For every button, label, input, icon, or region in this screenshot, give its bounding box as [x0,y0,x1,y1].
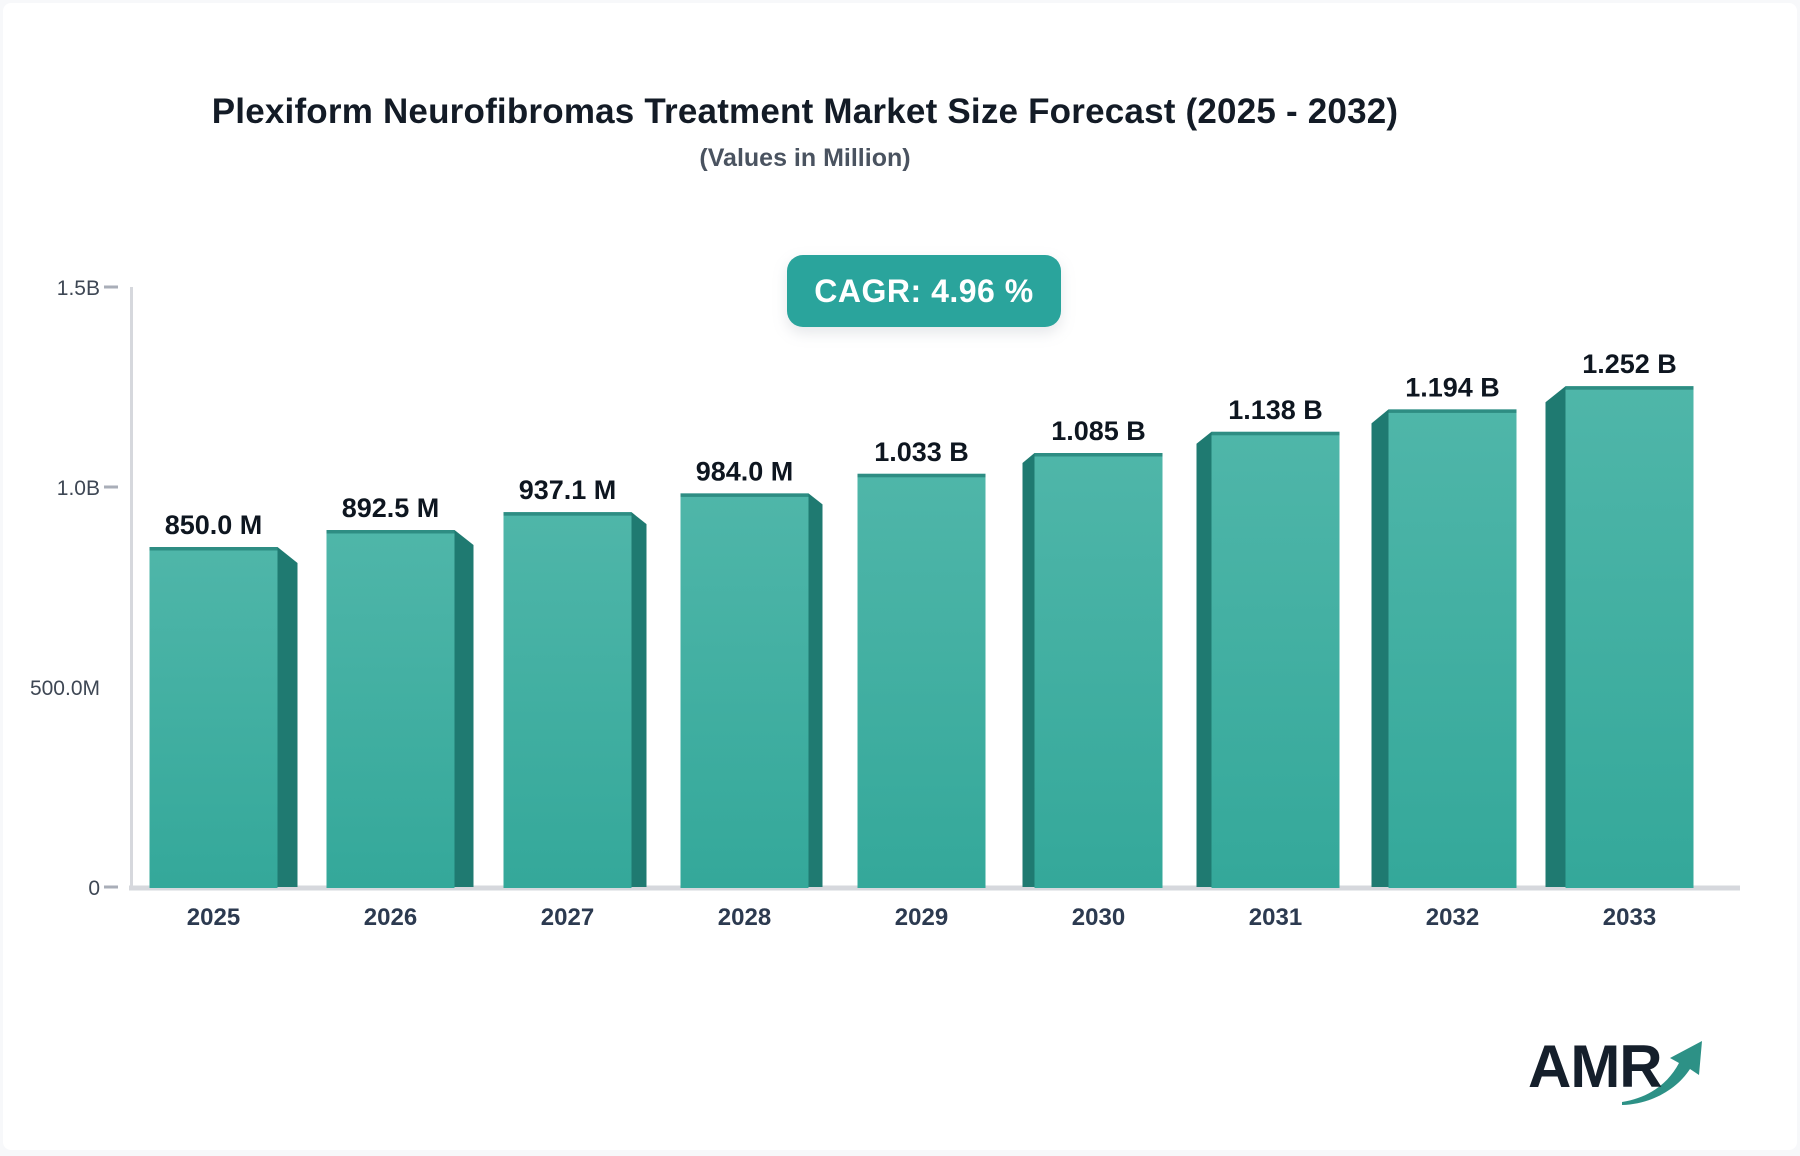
bar-side-panel [277,547,298,887]
bar-2031 [1211,431,1340,888]
x-axis-category-label: 2031 [1249,904,1302,931]
x-axis-category-label: 2027 [541,904,594,931]
cagr-badge-label: CAGR: 4.96 % [814,272,1034,309]
bar-2025 [149,547,278,888]
x-axis-category-label: 2029 [895,904,948,931]
bar-2028 [680,493,809,888]
bar-top-edge [1388,409,1517,413]
bar-value-label: 1.252 B [1582,349,1677,379]
bar-2030 [1034,453,1163,888]
bar-top-edge [503,512,632,516]
bar-2029 [857,473,986,888]
x-axis-category-label: 2025 [187,904,240,931]
bar-value-label: 1.138 B [1228,395,1323,425]
amr-logo-text: AMR [1528,1033,1663,1100]
bar-value-label: 850.0 M [165,510,263,540]
y-axis-tick-label: 0 [88,877,100,900]
x-axis-category-label: 2033 [1603,904,1656,931]
chart-title: Plexiform Neurofibromas Treatment Market… [211,92,1399,131]
bar-value-label: 1.033 B [874,437,969,467]
cagr-badge: CAGR: 4.96 % [787,255,1061,327]
y-axis-tick-label: 1.5B [57,277,100,300]
x-axis-category-label: 2032 [1426,904,1479,931]
y-axis-tick-label: 500.0M [30,677,100,700]
chart-header: Plexiform Neurofibromas Treatment Market… [0,92,1610,173]
bar-value-label: 1.085 B [1051,416,1146,446]
bar-side-panel [1545,386,1566,887]
upward-trend-arrow-icon [1622,1041,1702,1105]
x-axis-category-label: 2030 [1072,904,1125,931]
bar-value-label: 892.5 M [342,493,440,523]
bar-side-panel [454,530,474,887]
bar-side-panel [1371,409,1389,887]
bar-2027 [503,512,632,888]
bar-top-edge [149,547,278,551]
bar-top-edge [1211,431,1340,436]
bar-side-panel [808,493,823,887]
amr-logo: AMR [1528,1032,1724,1114]
bar-side-panel [1022,453,1035,887]
bar-side-panel [631,512,647,887]
x-axis-category-label: 2028 [718,904,771,931]
bar-top-edge [857,473,986,478]
bar-2033 [1565,386,1694,888]
y-axis-tick-label: 1.0B [57,477,100,500]
bar-value-label: 984.0 M [696,456,794,486]
bar-value-label: 1.194 B [1405,372,1500,402]
bar-2026 [326,530,455,888]
bar-top-edge [680,493,809,497]
bar-top-edge [1565,386,1694,390]
bar-top-edge [326,530,455,534]
x-axis-category-label: 2026 [364,904,417,931]
bar-2032 [1388,409,1517,888]
bar-side-panel [1196,431,1212,887]
chart-subtitle: (Values in Million) [699,144,911,172]
bar-top-edge [1034,453,1163,457]
bar-value-label: 937.1 M [519,475,617,505]
